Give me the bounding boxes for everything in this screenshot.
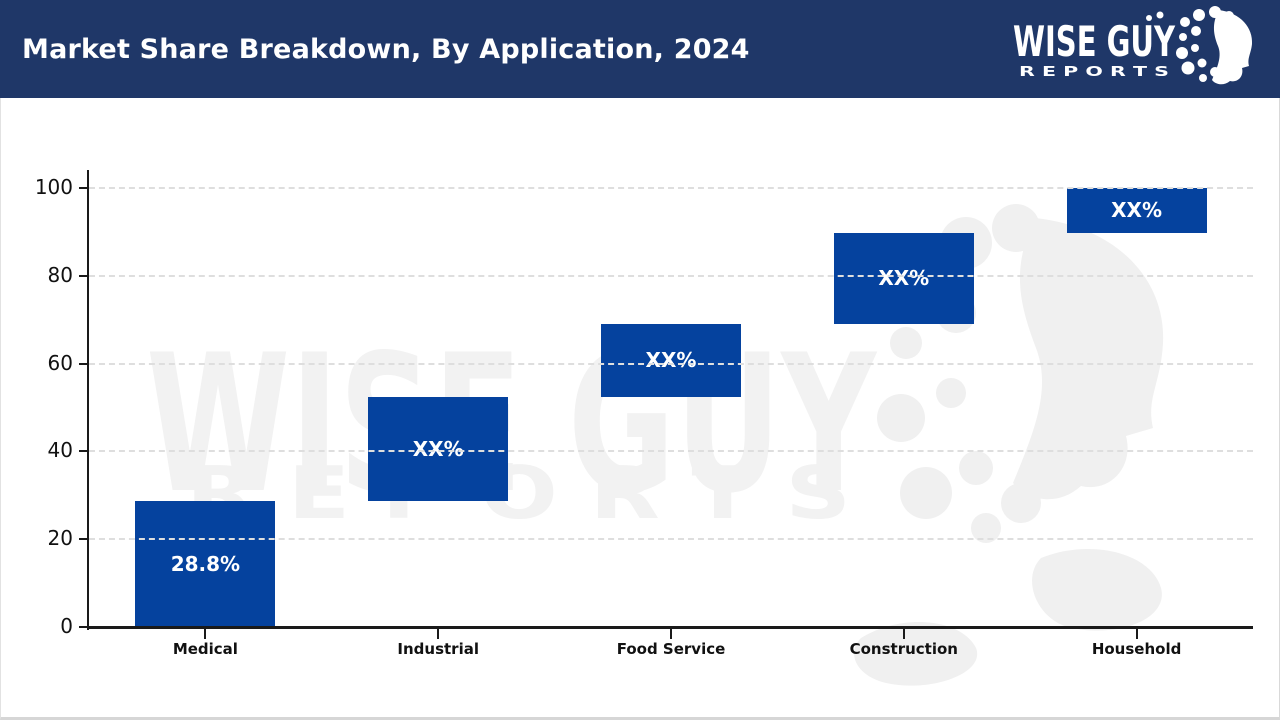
bar-value-label: XX% [412,436,464,461]
y-tick-60 [79,362,89,365]
y-tick-100 [79,187,89,189]
x-axis-line [87,626,1253,629]
y-tick-label-40: 40 [47,438,73,463]
y-tick-label-80: 80 [47,262,73,287]
gridline-100 [89,187,1253,189]
logo-face-icon [1176,6,1253,85]
y-tick-label-100: 100 [34,175,73,199]
gridline-40 [89,450,1253,453]
x-tick-label-5: Household [1091,640,1182,658]
x-tick-label-4: Construction [849,640,958,658]
bar-construction: XX% [833,232,974,325]
y-tick-label-0: 0 [60,614,73,638]
bar-medical: 28.8% [135,500,276,627]
gridline-60 [89,362,1253,365]
plot-area: 28.8% XX% XX% XX% XX% 0 20 40 60 80 100 Medical Indu… [1,98,1279,717]
header: Market Share Breakdown, By Application, … [0,0,1280,98]
chart-region: WISE GUY R E P O R T S 28.8% XX% XX% XX% XX%… [0,98,1280,720]
y-tick-label-60: 60 [47,350,73,375]
x-tick-label-3: Food Service [616,640,726,658]
logo: WISE GUY R E P O R T S [1003,6,1258,92]
gridline-20 [89,538,1253,541]
bar-value-label: 28.8% [170,551,241,576]
y-tick-80 [79,274,89,277]
bar-food-service: XX% [601,324,741,397]
x-tick-2 [437,629,440,639]
x-tick-5 [1135,629,1138,639]
logo-wordmark: WISE GUY [1013,17,1175,66]
bar-value-label: XX% [645,348,697,373]
y-tick-40 [79,450,89,453]
bar-industrial: XX% [368,396,509,501]
bar-household: XX% [1066,188,1207,233]
y-tick-20 [79,538,89,541]
bar-value-label: XX% [878,266,930,291]
x-tick-3 [670,629,672,639]
x-tick-label-1: Medical [172,640,238,658]
page-title: Market Share Breakdown, By Application, … [22,33,750,65]
gridline-80 [89,274,1253,277]
y-axis-line [87,170,89,630]
logo-subtext: R E P O R T S [1019,65,1169,80]
x-tick-4 [902,629,905,639]
x-tick-label-2: Industrial [397,640,479,658]
y-tick-0 [79,626,89,628]
y-tick-label-20: 20 [47,526,73,551]
wise-guy-logo: WISE GUY R E P O R T S [1013,6,1253,85]
x-tick-1 [204,629,207,639]
bar-value-label: XX% [1111,198,1163,223]
